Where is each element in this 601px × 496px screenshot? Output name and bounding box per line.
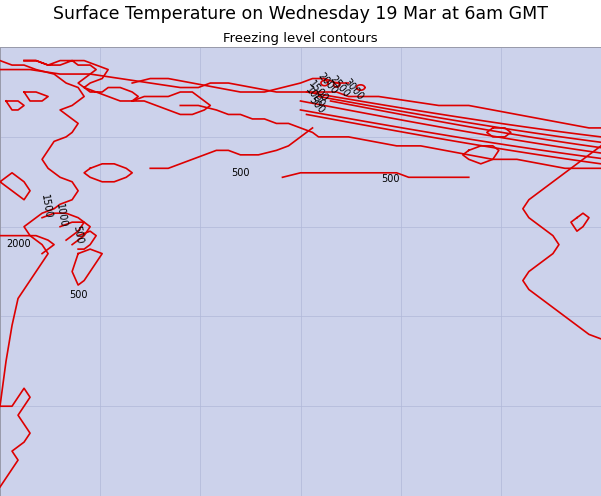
Text: 2000: 2000 [6,239,31,249]
Text: 500: 500 [69,291,88,301]
Text: Freezing level contours: Freezing level contours [223,32,378,45]
Text: Surface Temperature on Wednesday 19 Mar at 6am GMT: Surface Temperature on Wednesday 19 Mar … [53,5,548,23]
Text: 500: 500 [382,174,400,184]
Text: 1500: 1500 [307,78,330,104]
Text: 500: 500 [231,168,250,178]
Text: 1000: 1000 [54,203,68,229]
Text: 2000: 2000 [316,71,339,96]
Text: 2500: 2500 [328,74,351,99]
Text: 1000: 1000 [304,84,327,110]
Text: 3000: 3000 [341,77,365,102]
Text: 1500: 1500 [39,194,53,220]
Text: 500: 500 [307,95,326,116]
Text: 500: 500 [71,224,84,245]
